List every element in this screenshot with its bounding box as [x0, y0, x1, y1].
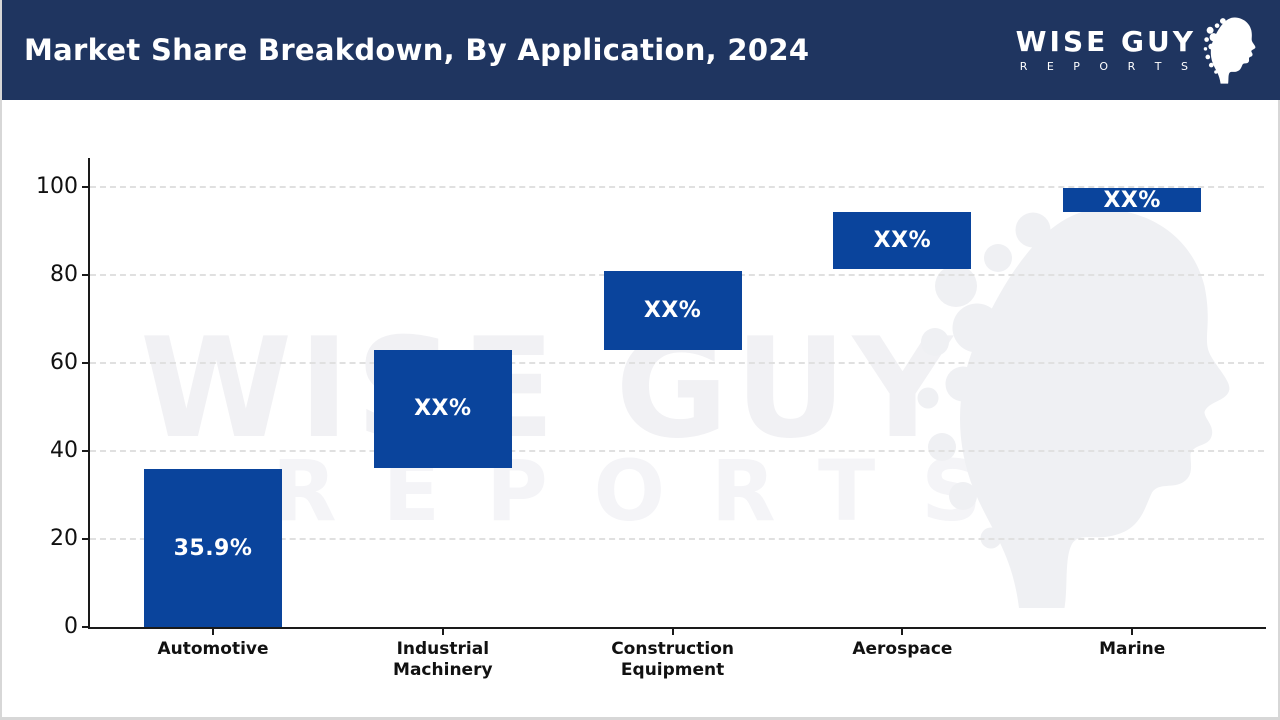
y-tick: [82, 538, 90, 540]
y-tick-label: 0: [64, 614, 78, 639]
y-gridline: [90, 538, 1264, 540]
y-gridline: [90, 450, 1264, 452]
y-tick: [82, 362, 90, 364]
bar-construction-equipment: XX%: [603, 271, 742, 350]
y-tick: [82, 186, 90, 188]
logo-text: WISE GUY R E P O R T S: [1015, 25, 1196, 73]
y-tick-label: 100: [36, 174, 78, 199]
y-tick: [82, 450, 90, 452]
bar-aerospace: XX%: [833, 212, 972, 269]
y-tick: [82, 626, 90, 628]
y-tick-label: 80: [50, 262, 78, 287]
x-category-label: Aerospace: [852, 639, 953, 659]
x-tick: [901, 627, 904, 635]
y-tick: [82, 274, 90, 276]
watermark-text-wiseguy: WISE GUY: [140, 308, 959, 469]
logo-wordmark: WISE GUY: [1015, 25, 1196, 59]
x-axis-line: [88, 627, 1266, 629]
logo-subtext: R E P O R T S: [1019, 59, 1196, 73]
bar-value-label: XX%: [643, 297, 702, 323]
y-tick-label: 60: [50, 350, 78, 375]
x-category-label: Marine: [1099, 639, 1166, 659]
wise-guy-logo: WISE GUY R E P O R T S: [1016, 10, 1260, 90]
waterfall-chart: 0 20 40 60 80 100 35.9% Automotive XX% Industrial…: [2, 100, 1280, 720]
bar-industrial-machinery: XX%: [373, 349, 512, 469]
x-tick: [212, 627, 214, 635]
y-tick-label: 20: [50, 526, 78, 551]
x-tick: [671, 627, 674, 635]
bar-value-label: XX%: [414, 396, 472, 422]
y-gridline: [90, 186, 1264, 188]
logo-head-icon: [1203, 17, 1256, 84]
x-category-label: Construction Equipment: [611, 639, 734, 681]
x-tick: [441, 627, 444, 635]
x-category-label: Automotive: [157, 639, 269, 659]
header-bar: Market Share Breakdown, By Application, …: [2, 0, 1280, 100]
x-category-label: Industrial Machinery: [393, 639, 493, 681]
bar-marine: XX%: [1063, 187, 1202, 213]
watermark-head-icon: [917, 208, 1230, 608]
bar-value-label: 35.9%: [173, 535, 253, 561]
page-title: Market Share Breakdown, By Application, …: [24, 33, 810, 67]
x-tick: [1131, 627, 1134, 635]
y-axis-line: [88, 158, 90, 629]
bar-automotive: 35.9%: [144, 469, 282, 627]
y-tick-label: 40: [50, 438, 78, 463]
bar-value-label: XX%: [873, 227, 932, 253]
bar-value-label: XX%: [1103, 187, 1161, 213]
y-gridline: [90, 362, 1264, 364]
